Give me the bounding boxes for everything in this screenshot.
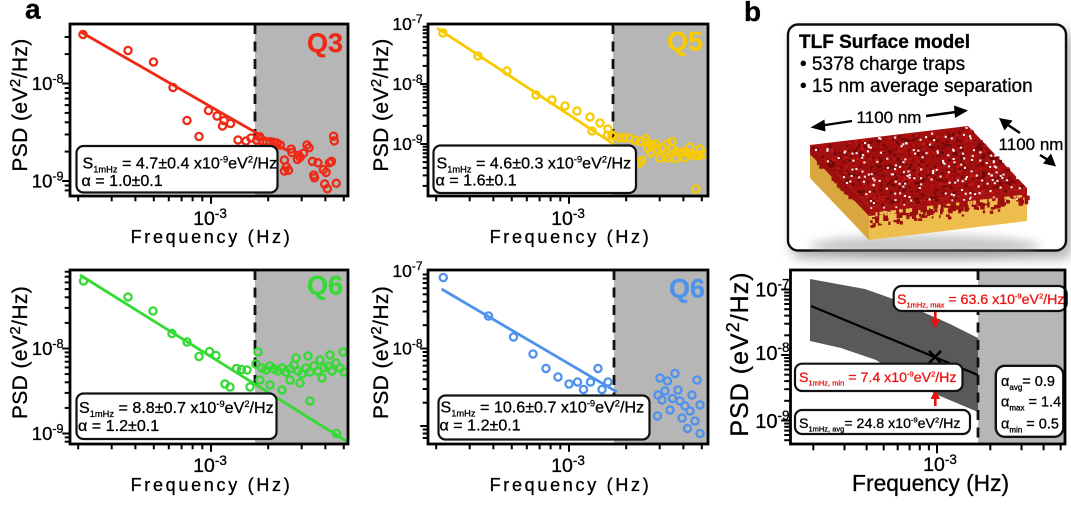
svg-text:• 15 nm average separation: • 15 nm average separation <box>800 76 1033 97</box>
svg-text:PSD (eV2/Hz): PSD (eV2/Hz) <box>368 38 393 171</box>
svg-text:Q3: Q3 <box>307 28 343 58</box>
svg-text:1100 nm: 1100 nm <box>857 108 922 127</box>
svg-text:PSD (eV2/Hz): PSD (eV2/Hz) <box>723 271 754 436</box>
svg-text:Frequency (Hz): Frequency (Hz) <box>131 227 293 247</box>
svg-text:α = 1.0±0.1: α = 1.0±0.1 <box>82 172 163 190</box>
svg-text:Frequency (Hz): Frequency (Hz) <box>490 475 652 495</box>
svg-text:S1mHz = 4.6±0.3 x10-9eV2/Hz: S1mHz = 4.6±0.3 x10-9eV2/Hz <box>437 154 632 174</box>
svg-text:Q6: Q6 <box>307 271 343 301</box>
svg-text:Frequency (Hz): Frequency (Hz) <box>490 227 652 247</box>
svg-text:αmin = 0.5: αmin = 0.5 <box>1001 417 1059 435</box>
svg-text:S1mHz, max = 63.6 x10-9eV2/Hz: S1mHz, max = 63.6 x10-9eV2/Hz <box>897 292 1064 310</box>
svg-text:S1mHz = 4.7±0.4 x10-9eV2/Hz: S1mHz = 4.7±0.4 x10-9eV2/Hz <box>83 154 278 174</box>
svg-text:1100 nm: 1100 nm <box>999 135 1064 154</box>
svg-text:Q5: Q5 <box>667 27 703 57</box>
svg-text:TLF Surface model: TLF Surface model <box>799 32 970 53</box>
svg-text:α = 1.2±0.1: α = 1.2±0.1 <box>78 417 159 435</box>
svg-text:a: a <box>25 0 41 25</box>
svg-text:S1mHz, avg= 24.8 x10-9eV2/Hz: S1mHz, avg= 24.8 x10-9eV2/Hz <box>799 416 960 434</box>
svg-text:b: b <box>744 0 761 27</box>
svg-text:PSD (eV2/Hz): PSD (eV2/Hz) <box>368 286 393 419</box>
svg-text:10-3: 10-3 <box>551 206 585 230</box>
svg-text:10-3: 10-3 <box>551 453 585 477</box>
svg-text:Frequency (Hz): Frequency (Hz) <box>852 470 1009 496</box>
svg-text:Q6: Q6 <box>669 274 705 304</box>
svg-text:S1mHz = 8.8±0.7 x10-9eV2/Hz: S1mHz = 8.8±0.7 x10-9eV2/Hz <box>79 399 274 419</box>
svg-text:• 5378 charge traps: • 5378 charge traps <box>800 54 965 75</box>
svg-text:PSD (eV2/Hz): PSD (eV2/Hz) <box>7 38 32 171</box>
svg-text:10-3: 10-3 <box>193 206 227 230</box>
svg-text:α = 1.6±0.1: α = 1.6±0.1 <box>436 172 517 190</box>
svg-text:PSD (eV2/Hz): PSD (eV2/Hz) <box>7 286 32 419</box>
svg-text:Frequency (Hz): Frequency (Hz) <box>131 475 293 495</box>
svg-text:αavg= 0.9: αavg= 0.9 <box>1001 374 1055 392</box>
svg-text:α = 1.2±0.1: α = 1.2±0.1 <box>440 417 521 435</box>
